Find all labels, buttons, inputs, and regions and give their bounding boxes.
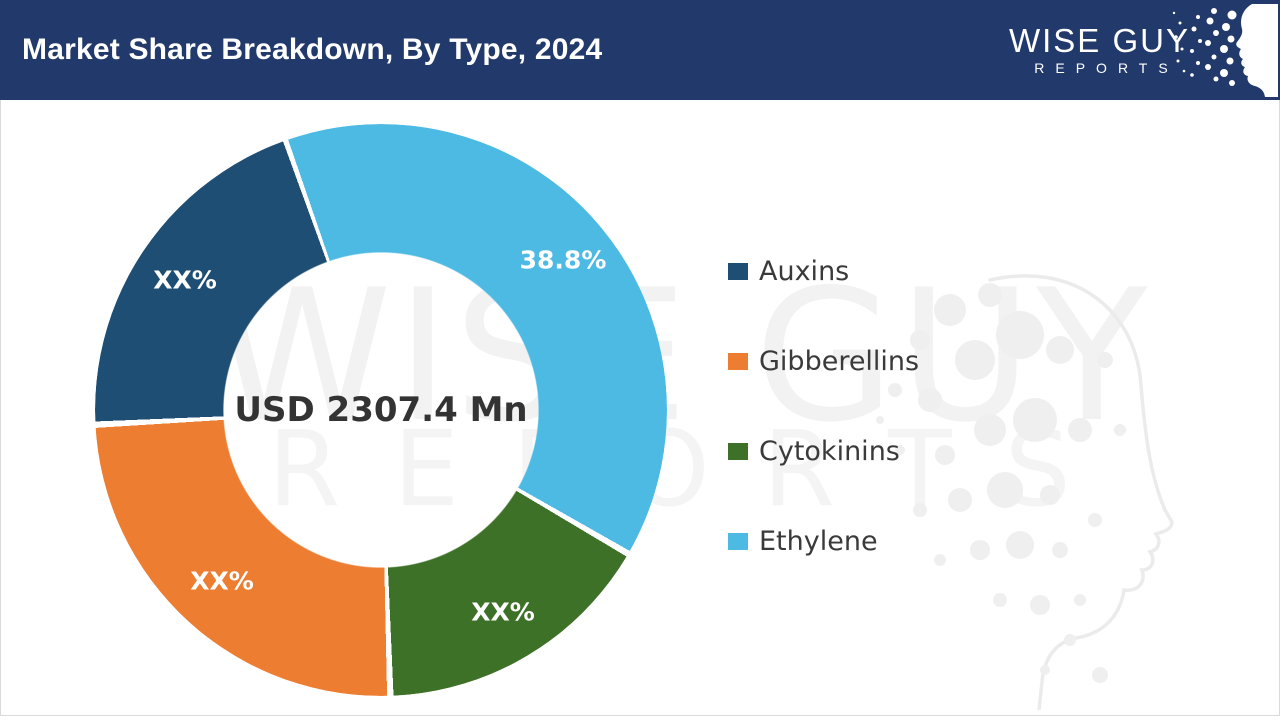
legend-swatch-ethylene (728, 532, 748, 550)
donut-chart (95, 124, 667, 696)
legend-swatch-auxins (728, 262, 748, 280)
legend-label: Ethylene (759, 525, 878, 557)
legend-swatch-cytokinins (728, 442, 748, 460)
slice-label-gibberellins: XX% (190, 566, 254, 596)
legend-swatch-gibberellins (728, 352, 748, 370)
legend-item-auxins: Auxins (728, 226, 919, 316)
slice-label-ethylene: 38.8% (519, 245, 607, 275)
logo-head-icon (1172, 4, 1278, 97)
logo-subtitle: REPORTS (1034, 60, 1179, 76)
legend: Auxins Gibberellins Cytokinins Ethylene (728, 226, 919, 586)
legend-item-cytokinins: Cytokinins (728, 406, 919, 496)
legend-item-ethylene: Ethylene (728, 496, 919, 586)
legend-label: Gibberellins (759, 345, 920, 377)
legend-label: Auxins (759, 255, 850, 287)
slice-label-auxins: XX% (153, 265, 217, 295)
logo-wordmark: WISE GUY (1008, 22, 1190, 59)
header: Market Share Breakdown, By Type, 2024 WI… (0, 0, 1280, 100)
page-title: Market Share Breakdown, By Type, 2024 (22, 33, 603, 66)
slice-label-cytokinins: XX% (471, 597, 535, 627)
wise-guy-logo: WISE GUY REPORTS (1009, 0, 1278, 100)
legend-item-gibberellins: Gibberellins (728, 316, 919, 406)
chart-total-label: USD 2307.4 Mn (234, 390, 528, 430)
legend-label: Cytokinins (759, 435, 900, 467)
